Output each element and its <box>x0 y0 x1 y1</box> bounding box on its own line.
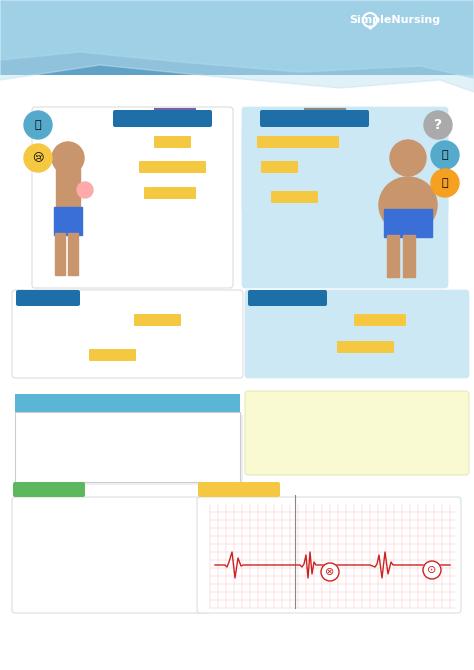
Circle shape <box>321 563 339 581</box>
Circle shape <box>390 140 426 176</box>
Text: ⊗: ⊗ <box>325 567 335 577</box>
FancyBboxPatch shape <box>242 107 448 288</box>
FancyBboxPatch shape <box>12 497 208 613</box>
FancyBboxPatch shape <box>55 233 65 275</box>
Text: 🍎: 🍎 <box>442 150 448 160</box>
Polygon shape <box>0 0 474 60</box>
FancyBboxPatch shape <box>54 207 82 235</box>
FancyBboxPatch shape <box>12 290 243 378</box>
Polygon shape <box>0 0 474 115</box>
FancyBboxPatch shape <box>245 290 469 378</box>
FancyBboxPatch shape <box>354 314 406 326</box>
Circle shape <box>77 182 93 198</box>
FancyBboxPatch shape <box>154 136 191 148</box>
FancyBboxPatch shape <box>144 187 196 199</box>
Text: ?: ? <box>434 118 442 132</box>
FancyBboxPatch shape <box>257 136 339 148</box>
FancyBboxPatch shape <box>197 497 461 613</box>
FancyBboxPatch shape <box>248 290 327 306</box>
FancyBboxPatch shape <box>242 127 448 213</box>
Circle shape <box>431 169 459 197</box>
FancyBboxPatch shape <box>15 412 240 482</box>
Circle shape <box>24 111 52 139</box>
FancyBboxPatch shape <box>68 233 78 275</box>
Polygon shape <box>0 0 474 92</box>
FancyBboxPatch shape <box>337 341 394 353</box>
Text: 😢: 😢 <box>32 153 44 163</box>
FancyBboxPatch shape <box>403 235 415 277</box>
FancyBboxPatch shape <box>89 349 136 361</box>
FancyBboxPatch shape <box>16 290 80 306</box>
FancyBboxPatch shape <box>245 391 469 475</box>
Text: SimpleNursing: SimpleNursing <box>349 15 440 25</box>
FancyBboxPatch shape <box>13 482 85 497</box>
FancyBboxPatch shape <box>18 415 243 485</box>
FancyBboxPatch shape <box>139 161 206 173</box>
FancyBboxPatch shape <box>387 235 399 277</box>
Text: 🚫: 🚫 <box>442 178 448 188</box>
FancyBboxPatch shape <box>198 482 280 497</box>
FancyBboxPatch shape <box>271 191 318 203</box>
Circle shape <box>52 142 84 174</box>
FancyBboxPatch shape <box>32 107 233 288</box>
Circle shape <box>24 144 52 172</box>
FancyBboxPatch shape <box>0 0 474 75</box>
FancyBboxPatch shape <box>134 314 181 326</box>
Circle shape <box>431 141 459 169</box>
Text: ⊙: ⊙ <box>428 565 437 575</box>
FancyBboxPatch shape <box>261 161 298 173</box>
FancyBboxPatch shape <box>15 394 240 412</box>
FancyBboxPatch shape <box>113 110 212 127</box>
Polygon shape <box>0 0 474 78</box>
Circle shape <box>423 561 441 579</box>
FancyBboxPatch shape <box>260 110 369 127</box>
Text: 🍎: 🍎 <box>35 120 41 130</box>
FancyBboxPatch shape <box>384 209 432 237</box>
FancyBboxPatch shape <box>56 162 80 210</box>
Circle shape <box>424 111 452 139</box>
Ellipse shape <box>379 177 437 233</box>
